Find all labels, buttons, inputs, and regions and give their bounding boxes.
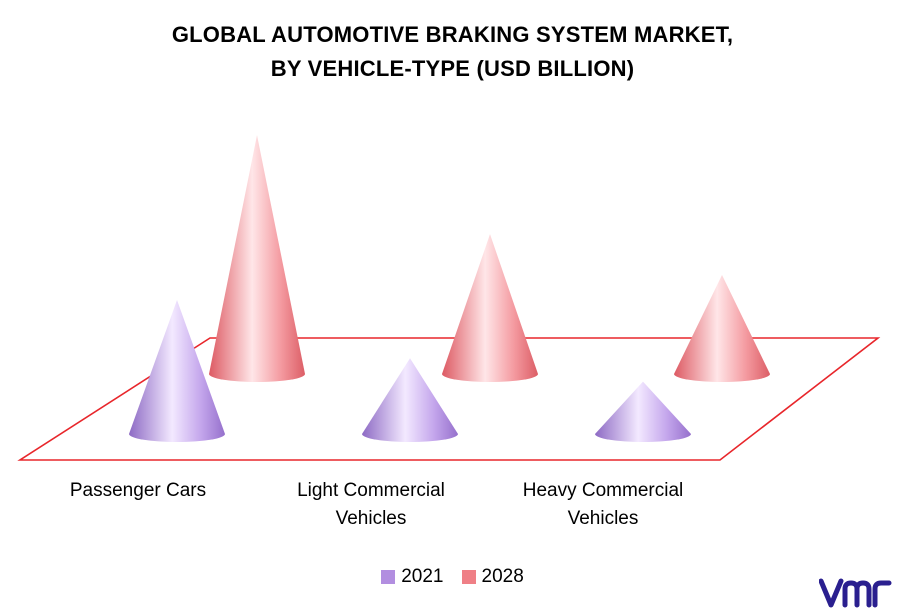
legend-item-2028: 2028 — [461, 566, 524, 588]
legend: 2021 2028 — [0, 566, 905, 588]
category-label-passenger-cars-line-1: Passenger Cars — [70, 480, 206, 501]
cone-2028-light-commercial-vehicles — [442, 234, 538, 382]
chart-title-line-1: GLOBAL AUTOMOTIVE BRAKING SYSTEM MARKET, — [171, 22, 734, 47]
legend-item-2021: 2021 — [381, 566, 444, 588]
cone-2021-heavy-commercial-vehicles — [595, 381, 691, 442]
vmr-logo-icon — [819, 578, 892, 608]
category-label-light-commercial-vehicles-line-2: Vehicles — [336, 508, 407, 529]
legend-swatch-2028 — [461, 570, 476, 584]
chart-title-line-2: BY VEHICLE-TYPE (USD BILLION) — [270, 56, 635, 81]
category-label-heavy-commercial-vehicles-line-1: Heavy Commercial — [523, 480, 683, 501]
legend-label-2028: 2028 — [481, 566, 524, 587]
cone-group — [129, 135, 770, 442]
category-label-heavy-commercial-vehicles-line-2: Vehicles — [568, 508, 639, 529]
cone-2021-light-commercial-vehicles — [362, 358, 458, 442]
cone-2021-passenger-cars — [129, 300, 225, 442]
chart-title: GLOBAL AUTOMOTIVE BRAKING SYSTEM MARKET,… — [0, 18, 905, 86]
category-labels: Passenger Cars Light Commercial Vehicles He… — [70, 480, 683, 529]
cone-2028-heavy-commercial-vehicles — [674, 274, 770, 382]
cone-2028-passenger-cars — [209, 135, 305, 382]
category-label-light-commercial-vehicles-line-1: Light Commercial — [297, 480, 445, 501]
legend-swatch-2021 — [381, 570, 396, 584]
legend-label-2021: 2021 — [401, 566, 444, 587]
